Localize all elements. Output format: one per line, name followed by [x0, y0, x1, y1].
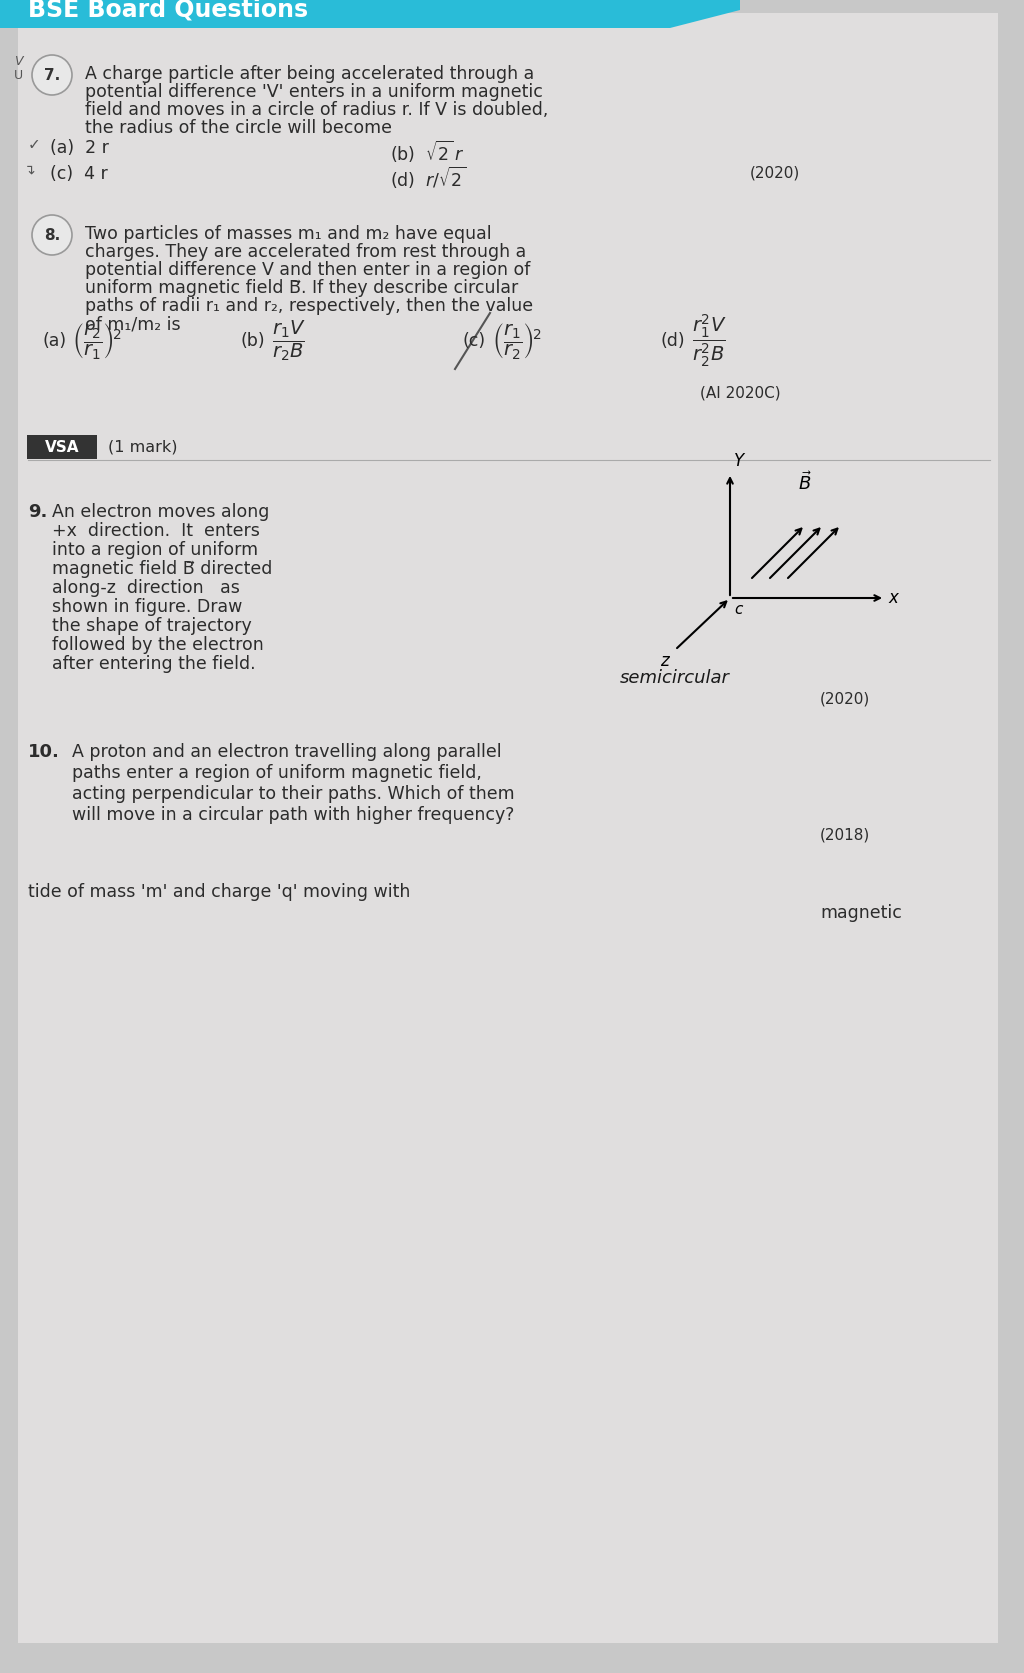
Text: (a): (a) [42, 331, 67, 350]
Text: field and moves in a circle of radius r. If V is doubled,: field and moves in a circle of radius r.… [85, 100, 549, 119]
Text: magnetic: magnetic [820, 903, 902, 922]
Text: semicircular: semicircular [620, 669, 730, 688]
Text: 8.: 8. [44, 228, 60, 243]
Text: BSE Board Questions: BSE Board Questions [28, 0, 308, 22]
Text: $\left(\dfrac{r_1}{r_2}\right)^{\!2}$: $\left(\dfrac{r_1}{r_2}\right)^{\!2}$ [492, 321, 542, 361]
Text: along-z  direction   as: along-z direction as [52, 579, 240, 597]
Text: (d): (d) [660, 331, 685, 350]
Text: charges. They are accelerated from rest through a: charges. They are accelerated from rest … [85, 243, 526, 261]
FancyBboxPatch shape [27, 435, 97, 458]
Text: Two particles of masses m₁ and m₂ have equal: Two particles of masses m₁ and m₂ have e… [85, 224, 492, 243]
Text: z: z [660, 652, 669, 669]
Text: $\dfrac{r_1 V}{r_2 B}$: $\dfrac{r_1 V}{r_2 B}$ [272, 318, 306, 363]
Text: $\left(\dfrac{r_2}{r_1}\right)^{\!2}$: $\left(\dfrac{r_2}{r_1}\right)^{\!2}$ [72, 321, 122, 361]
Text: after entering the field.: after entering the field. [52, 656, 256, 673]
Text: (b)  $\sqrt{2}\,r$: (b) $\sqrt{2}\,r$ [390, 139, 464, 166]
Text: (a)  2 r: (a) 2 r [50, 139, 109, 157]
Text: (d)  $r/\sqrt{2}$: (d) $r/\sqrt{2}$ [390, 166, 466, 191]
Polygon shape [670, 0, 740, 28]
Text: (2020): (2020) [750, 166, 800, 181]
Text: (b): (b) [240, 331, 264, 350]
Text: +x  direction.  It  enters: +x direction. It enters [52, 522, 260, 540]
Text: (1 mark): (1 mark) [108, 440, 177, 455]
Text: potential difference V and then enter in a region of: potential difference V and then enter in… [85, 261, 530, 279]
Text: U: U [14, 69, 24, 82]
Text: will move in a circular path with higher frequency?: will move in a circular path with higher… [72, 806, 514, 825]
Text: the radius of the circle will become: the radius of the circle will become [85, 119, 392, 137]
Text: potential difference 'V' enters in a uniform magnetic: potential difference 'V' enters in a uni… [85, 84, 543, 100]
Text: (AI 2020C): (AI 2020C) [700, 385, 780, 400]
Circle shape [32, 55, 72, 95]
Text: VSA: VSA [45, 440, 79, 455]
FancyBboxPatch shape [18, 13, 998, 1643]
Text: A charge particle after being accelerated through a: A charge particle after being accelerate… [85, 65, 535, 84]
Circle shape [32, 216, 72, 254]
Text: 9.: 9. [28, 504, 47, 520]
Text: ✓: ✓ [28, 137, 41, 152]
Text: followed by the electron: followed by the electron [52, 636, 264, 654]
Text: $\vec{B}$: $\vec{B}$ [798, 472, 812, 494]
Text: acting perpendicular to their paths. Which of them: acting perpendicular to their paths. Whi… [72, 785, 515, 803]
Text: 7.: 7. [44, 67, 60, 82]
Text: c: c [734, 602, 742, 617]
Text: tide of mass 'm' and charge 'q' moving with: tide of mass 'm' and charge 'q' moving w… [28, 883, 411, 902]
Text: x: x [888, 589, 898, 607]
Text: paths of radii r₁ and r₂, respectively, then the value: paths of radii r₁ and r₂, respectively, … [85, 298, 534, 315]
Text: Y: Y [734, 452, 744, 470]
Text: ↴: ↴ [24, 162, 36, 177]
Text: V: V [14, 55, 23, 69]
Text: (2020): (2020) [820, 691, 870, 706]
Text: the shape of trajectory: the shape of trajectory [52, 617, 252, 636]
Text: 10.: 10. [28, 743, 59, 761]
Text: magnetic field B⃗ directed: magnetic field B⃗ directed [52, 560, 272, 577]
Text: into a region of uniform: into a region of uniform [52, 540, 258, 559]
Text: shown in figure. Draw: shown in figure. Draw [52, 597, 243, 616]
FancyBboxPatch shape [0, 0, 670, 28]
Text: paths enter a region of uniform magnetic field,: paths enter a region of uniform magnetic… [72, 765, 482, 781]
Text: (2018): (2018) [820, 826, 870, 842]
Text: (c): (c) [462, 331, 485, 350]
Text: of m₁/m₂ is: of m₁/m₂ is [85, 315, 180, 333]
Text: $\dfrac{r_1^2 V}{r_2^2 B}$: $\dfrac{r_1^2 V}{r_2^2 B}$ [692, 313, 727, 370]
Text: (c)  4 r: (c) 4 r [50, 166, 108, 182]
Text: A proton and an electron travelling along parallel: A proton and an electron travelling alon… [72, 743, 502, 761]
Text: uniform magnetic field B⃗. If they describe circular: uniform magnetic field B⃗. If they descr… [85, 279, 518, 298]
Text: An electron moves along: An electron moves along [52, 504, 269, 520]
